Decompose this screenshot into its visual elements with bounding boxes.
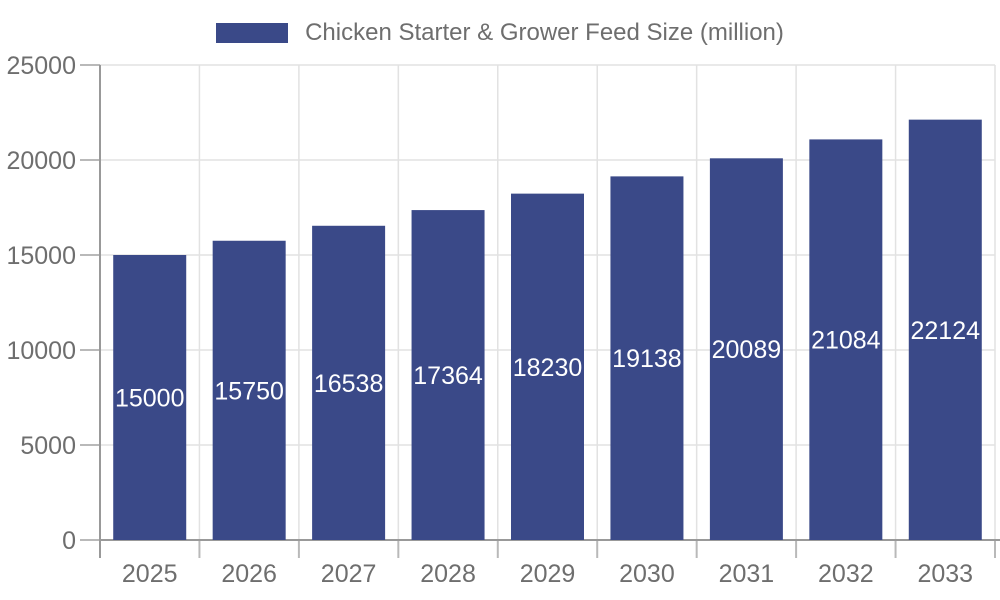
y-tick-label: 15000 [6, 242, 76, 270]
bar-value-label: 15750 [214, 377, 284, 405]
bar-value-label: 16538 [314, 370, 384, 398]
bar[interactable] [610, 176, 684, 541]
legend-item[interactable]: Chicken Starter & Grower Feed Size (mill… [0, 12, 1000, 54]
y-tick-label: 20000 [6, 147, 76, 175]
bar-value-label: 15000 [115, 385, 185, 413]
bar[interactable] [113, 255, 187, 540]
y-tick-label: 10000 [6, 337, 76, 365]
bar-value-label: 22124 [911, 317, 981, 345]
x-tick-label: 2032 [818, 560, 874, 588]
legend-swatch-icon [216, 23, 289, 43]
bar[interactable] [511, 193, 584, 540]
x-tick-label: 2031 [719, 560, 775, 588]
y-tick-label: 0 [62, 527, 76, 555]
bar-value-label: 17364 [413, 362, 483, 390]
bar[interactable] [312, 225, 386, 540]
bar[interactable] [809, 139, 883, 541]
bar[interactable] [212, 240, 286, 540]
bar-value-label: 20089 [712, 336, 782, 364]
bar[interactable] [411, 210, 485, 541]
x-tick-label: 2029 [520, 560, 576, 588]
legend-label: Chicken Starter & Grower Feed Size (mill… [305, 19, 784, 46]
x-tick-label: 2027 [321, 560, 377, 588]
bar-value-label: 21084 [811, 327, 881, 355]
bar-value-label: 19138 [612, 345, 682, 373]
y-tick-label: 5000 [20, 432, 76, 460]
x-tick-label: 2026 [221, 560, 277, 588]
x-tick-label: 2033 [917, 560, 973, 588]
bar[interactable] [709, 158, 783, 540]
x-tick-label: 2030 [619, 560, 675, 588]
y-tick-label: 25000 [6, 52, 76, 80]
x-tick-label: 2025 [122, 560, 178, 588]
bar[interactable] [908, 119, 982, 541]
bar-value-label: 18230 [513, 354, 583, 382]
x-tick-label: 2028 [420, 560, 476, 588]
